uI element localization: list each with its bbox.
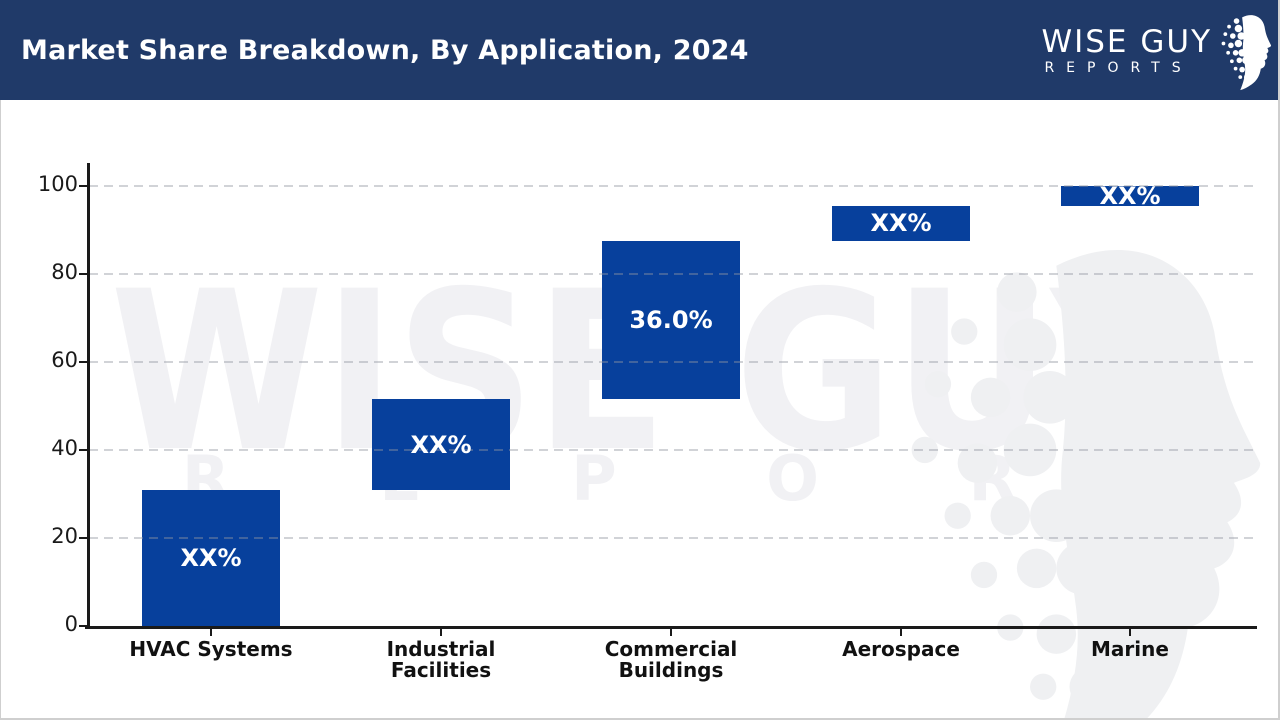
y-tick-label-20: 20 xyxy=(51,524,78,548)
bar-marine xyxy=(1061,186,1199,206)
wiseguy-head-watermark-icon xyxy=(911,250,1261,720)
bar-aerospace xyxy=(832,205,970,241)
x-axis-spine xyxy=(85,626,1257,629)
y-tick-40 xyxy=(79,449,87,451)
bar-hvac-systems xyxy=(142,489,280,626)
page-left-border xyxy=(0,100,1,720)
y-tick-20 xyxy=(79,537,87,539)
wiseguy-logo: WISE GUY REPORTS xyxy=(1041,4,1272,96)
x-tick-label-line: Facilities xyxy=(390,658,492,682)
x-tick-label-aerospace: Aerospace xyxy=(791,639,1011,660)
y-gridline-80 xyxy=(89,273,1257,275)
bar-value-label-industrial-facilities: XX% xyxy=(410,430,472,459)
logo-text: WISE GUY REPORTS xyxy=(1041,25,1212,76)
wiseguy-head-icon xyxy=(1221,15,1272,91)
y-tick-label-0: 0 xyxy=(64,612,78,636)
bar-industrial-facilities xyxy=(372,399,510,490)
page-right-border xyxy=(1278,0,1280,720)
x-tick-label-line: Commercial xyxy=(604,637,738,661)
x-tick-label-line: HVAC Systems xyxy=(129,637,293,661)
page-bottom-border xyxy=(0,718,1280,720)
x-tick-label-line: Industrial xyxy=(386,637,496,661)
bar-commercial-buildings xyxy=(602,241,740,400)
x-tick-industrial-facilities xyxy=(440,628,442,636)
y-gridline-40 xyxy=(89,449,1257,451)
y-tick-0 xyxy=(79,625,87,627)
x-tick-marine xyxy=(1129,628,1131,636)
bar-value-label-hvac-systems: XX% xyxy=(180,543,242,572)
x-tick-commercial-buildings xyxy=(670,628,672,636)
x-tick-label-marine: Marine xyxy=(1020,639,1240,660)
chart-title: Market Share Breakdown, By Application, … xyxy=(21,34,749,66)
y-tick-label-100: 100 xyxy=(37,172,78,196)
x-tick-label-line: Marine xyxy=(1091,637,1169,661)
y-gridline-100 xyxy=(89,185,1257,187)
bar-value-label-aerospace: XX% xyxy=(870,209,932,238)
y-tick-80 xyxy=(79,273,87,275)
y-tick-label-40: 40 xyxy=(51,436,78,460)
y-tick-label-80: 80 xyxy=(51,260,78,284)
y-gridline-20 xyxy=(89,537,1257,539)
y-tick-60 xyxy=(79,361,87,363)
x-tick-label-line: Aerospace xyxy=(842,637,960,661)
bar-value-label-marine: XX% xyxy=(1099,181,1161,210)
x-tick-hvac-systems xyxy=(210,628,212,636)
x-tick-label-hvac-systems: HVAC Systems xyxy=(101,639,321,660)
x-tick-label-industrial-facilities: Industrial Facilities xyxy=(331,639,551,681)
y-tick-label-60: 60 xyxy=(51,348,78,372)
y-gridline-60 xyxy=(89,361,1257,363)
x-tick-label-line: Buildings xyxy=(618,658,724,682)
bar-value-label-commercial-buildings: 36.0% xyxy=(629,306,713,335)
x-tick-label-commercial-buildings: Commercial Buildings xyxy=(561,639,781,681)
y-axis-spine xyxy=(87,163,90,628)
logo-wiseguy-label: WISE GUY xyxy=(1041,23,1212,60)
y-tick-100 xyxy=(79,185,87,187)
header-bar: Market Share Breakdown, By Application, … xyxy=(0,0,1280,100)
logo-reports-label: REPORTS xyxy=(1044,59,1193,76)
x-tick-aerospace xyxy=(900,628,902,636)
